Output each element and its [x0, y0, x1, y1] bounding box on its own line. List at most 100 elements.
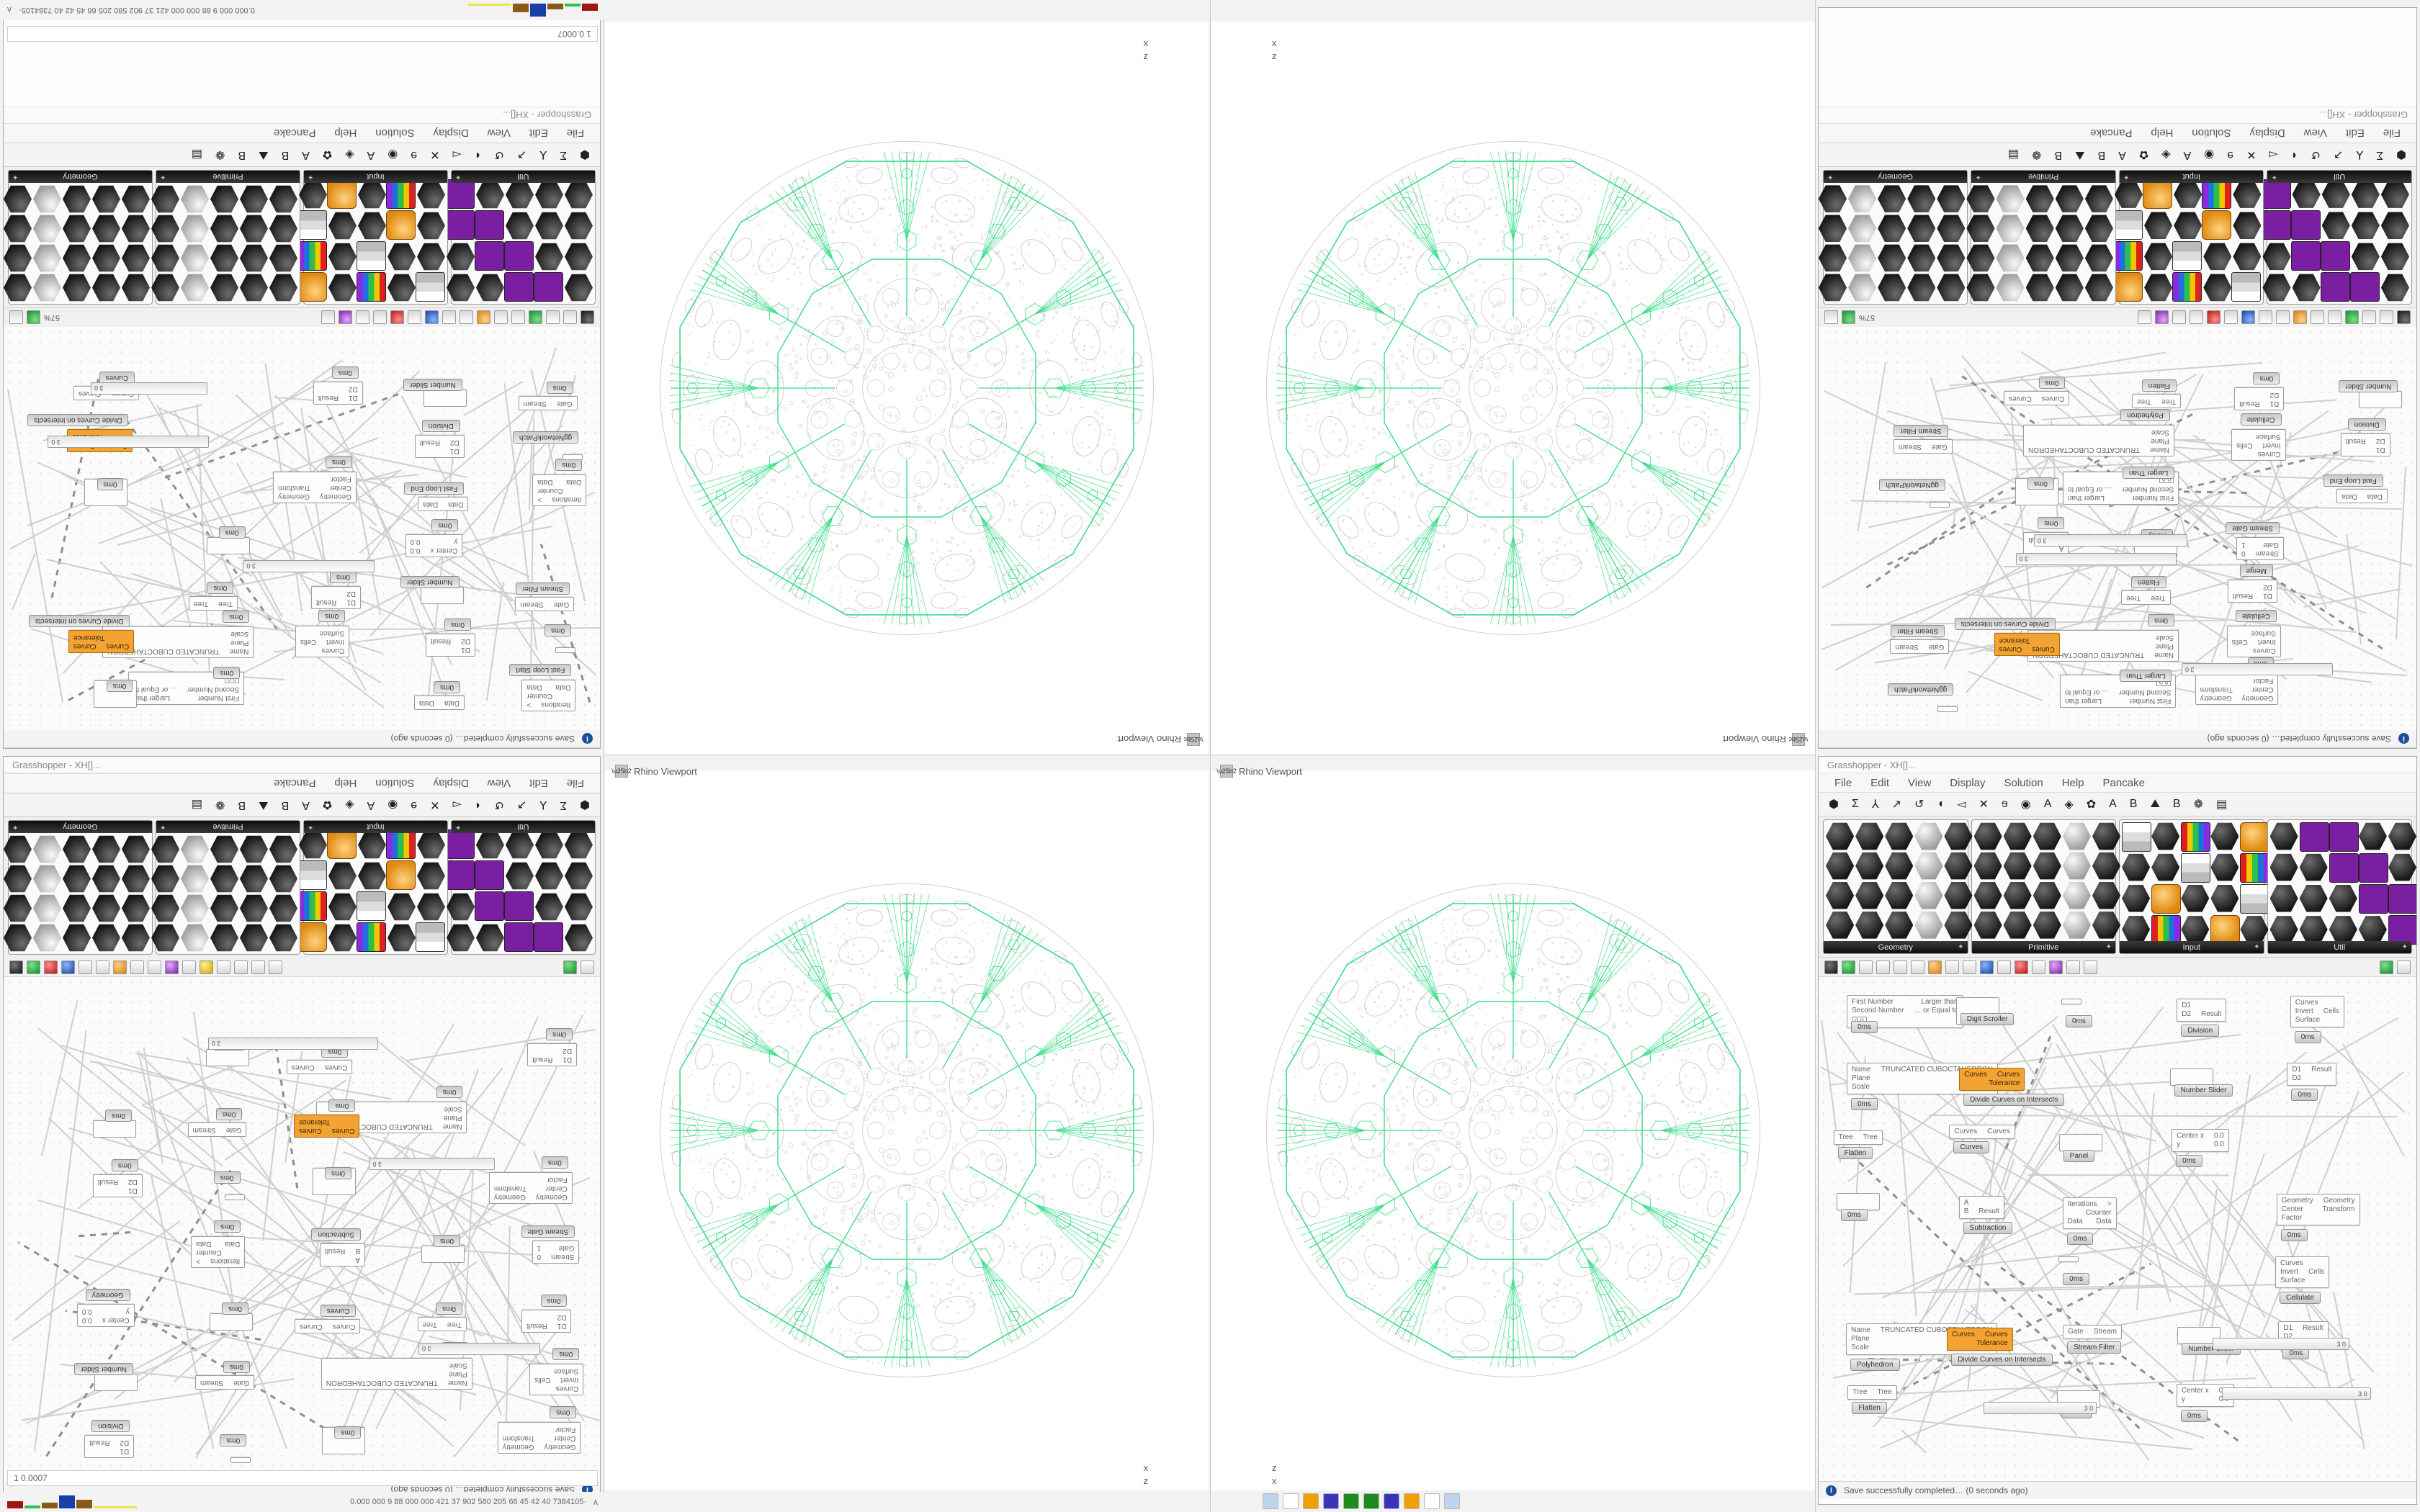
gh-ribbon-tab-mesh[interactable]: ◅	[452, 148, 462, 161]
gh-palette-tab-input[interactable]: Input ✦	[2120, 170, 2264, 183]
gh-param-in[interactable]: Gate	[558, 1243, 575, 1252]
gh-component-button[interactable]	[447, 274, 475, 302]
gh-param-out[interactable]: Larger than	[133, 694, 170, 703]
gh-ribbon-tab-mesh[interactable]: ◅	[2269, 148, 2278, 161]
gh-param-out[interactable]: Data	[196, 1240, 212, 1248]
gh-param-out[interactable]: Tree	[1863, 1133, 1878, 1141]
gh-menubar-bl[interactable]: File Edit View Display Solution Help Pancake	[4, 773, 600, 793]
gh-param-out[interactable]: Larger than	[2064, 697, 2102, 706]
gh-param-out[interactable]: … or Equal to	[1914, 1006, 1958, 1014]
gh-ribbon-tab-x17[interactable]: ❁	[215, 148, 225, 161]
rhino-viewport-4[interactable]: z x	[1211, 770, 1815, 1490]
gh-ribbon-tr[interactable]: ⬢ Σ ⅄ ↗ ↺ ◖ ◅ ✕ ɘ ◉ A ◈ ✿ A B ⛰ B ❁ ▤	[1819, 142, 2416, 166]
gh-param-out[interactable]: Tolerance	[1999, 636, 2030, 644]
gh-param-out[interactable]: … or Equal to	[2067, 485, 2112, 493]
gh-ribbon-tab-kangaroo[interactable]: A	[2183, 148, 2192, 161]
gh-param-in[interactable]: Scale	[1851, 1343, 1870, 1351]
gh-component-button[interactable]	[33, 185, 61, 213]
gh-param-out[interactable]: Stream	[200, 1379, 224, 1387]
gh-component-button[interactable]	[210, 185, 238, 213]
gh-number-slider[interactable]: 3 0	[2015, 552, 2177, 565]
gh-param-in[interactable]: Center	[329, 483, 351, 492]
gh-component-button[interactable]	[535, 212, 563, 240]
gh-component-flatten[interactable]: Tree Tree	[188, 596, 238, 611]
gh-component-button[interactable]	[2269, 885, 2298, 912]
gh-component-button[interactable]	[33, 244, 61, 272]
gh-component-button[interactable]	[269, 215, 297, 243]
gh-component-button[interactable]	[2233, 243, 2261, 271]
gh-component-button[interactable]	[387, 243, 416, 271]
gh-ribbon-tab-params[interactable]: ⬢	[580, 148, 590, 161]
gh-component-button[interactable]	[33, 865, 61, 893]
gh-component-button[interactable]	[476, 181, 504, 209]
gh-component-palette-tl[interactable]: Util ✦ Input ✦ Primitive ✦ Geometry ✦	[4, 166, 600, 307]
gh-ribbon-tab-params[interactable]: ⬢	[1829, 798, 1839, 811]
gh-param-in[interactable]: Invert	[560, 1376, 579, 1385]
gh-component-stream-filter[interactable]: Gate Stream	[515, 597, 575, 612]
gh-component-button[interactable]	[504, 922, 534, 952]
gh-param-in[interactable]: D1	[2263, 592, 2272, 600]
gh-param-in[interactable]: Gate	[1931, 443, 1948, 451]
gh-component-button[interactable]	[1855, 852, 1884, 880]
gh-component-button[interactable]	[476, 924, 504, 952]
rhino-command-value[interactable]: 1 0.0007	[7, 26, 598, 42]
gh-component-geometry[interactable]: Center x 0.0 y 0.0	[76, 1304, 135, 1328]
pin-icon[interactable]: ✦	[2123, 172, 2130, 181]
gh-param-out[interactable]: 1	[537, 1243, 542, 1252]
gh-component-button[interactable]	[151, 274, 179, 302]
gh-param-out[interactable]: Result	[318, 393, 339, 402]
gh-component-button[interactable]	[387, 274, 416, 302]
gh-menubar-tr[interactable]: File Edit View Display Solution Help Pancake	[1819, 122, 2416, 143]
gh-param-out[interactable]: Result	[1978, 1207, 1999, 1216]
gh-component-button[interactable]	[2172, 240, 2202, 271]
gh-param-out[interactable]: Counter	[196, 1248, 222, 1257]
gh-param-in[interactable]: Surface	[319, 629, 345, 637]
gh-component-button[interactable]	[2358, 853, 2388, 883]
gh-ribbon-tab-weaverbird[interactable]: ✿	[2086, 798, 2097, 811]
gh-param-out[interactable]: Result	[324, 1247, 346, 1256]
pin-icon[interactable]: ✦	[455, 173, 462, 181]
gh-ribbon-tab-weaverbird[interactable]: ✿	[2138, 148, 2149, 161]
gh-ribbon-tab-x18[interactable]: ▤	[2215, 798, 2228, 811]
gh-param-in[interactable]: Curves	[2257, 449, 2281, 458]
gh-component-button[interactable]	[181, 924, 209, 952]
pin-icon[interactable]: ✦	[2254, 943, 2260, 952]
gh-param-in[interactable]: Iterations	[2067, 1200, 2097, 1209]
gh-param-in[interactable]: Curves	[324, 1063, 348, 1072]
gh-component-number-slider[interactable]	[93, 1120, 136, 1138]
gh-menu-item-view[interactable]: View	[2303, 127, 2327, 140]
gh-component-button[interactable]	[2299, 822, 2329, 852]
gh-component-button[interactable]	[506, 831, 534, 859]
gh-component-button[interactable]	[1966, 244, 1994, 272]
gh-palette-tab-input[interactable]: Input ✦	[304, 171, 447, 183]
gh-component-button[interactable]	[565, 212, 593, 240]
gh-component-merge[interactable]: D1 Result D2	[521, 1310, 572, 1333]
gh-component-flatten[interactable]: Tree Tree	[417, 1317, 467, 1332]
gh-menu-item-solution[interactable]: Solution	[375, 777, 415, 790]
gh-component-button[interactable]	[2144, 274, 2172, 302]
gh-component-polyhedron[interactable]: Name TRUNCATED CUBOCTAHEDRON Plane Scale	[321, 1357, 472, 1390]
gh-component-button[interactable]	[2181, 822, 2211, 852]
gh-component-button[interactable]	[535, 243, 563, 271]
gh-menu-item-help[interactable]: Help	[334, 777, 357, 790]
gh-component-panel[interactable]	[209, 1313, 253, 1331]
gh-component-button[interactable]	[2352, 243, 2380, 271]
gh-component-button[interactable]	[2003, 912, 2032, 939]
gh-component-button[interactable]	[357, 891, 386, 921]
gh-component-button[interactable]	[2381, 274, 2409, 302]
gh-component-button[interactable]	[2203, 243, 2231, 271]
gh-param-in[interactable]: Center	[554, 1434, 576, 1443]
gh-menu-item-help[interactable]: Help	[2151, 127, 2174, 140]
gh-ribbon-tab-params[interactable]: ⬢	[580, 798, 590, 811]
gh-component-button[interactable]	[122, 244, 150, 272]
gh-param-in[interactable]: Iterations	[541, 700, 571, 708]
gh-ribbon-tab-x18[interactable]: ▤	[191, 148, 203, 161]
gh-component-button[interactable]	[63, 894, 91, 922]
gh-component-relay[interactable]	[1836, 1193, 1880, 1211]
gh-param-in[interactable]: Invert	[326, 637, 345, 646]
gh-component-button[interactable]	[2122, 853, 2151, 881]
gh-component-button[interactable]	[1826, 882, 1855, 909]
gh-ribbon-tab-display[interactable]: ◉	[387, 798, 398, 811]
gh-component-button[interactable]	[475, 891, 504, 921]
